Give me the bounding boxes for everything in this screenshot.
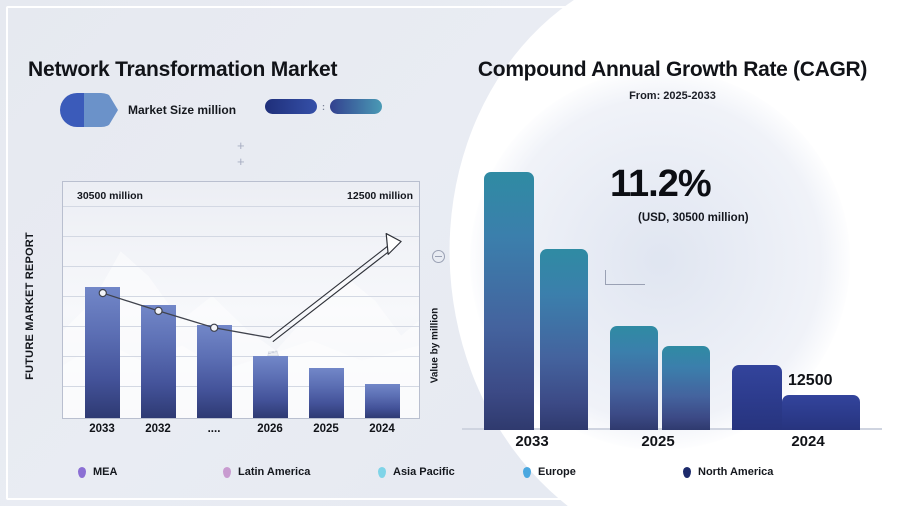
right-panel-subtitle: From: 2025-2033 xyxy=(629,90,716,102)
table-row xyxy=(540,249,588,430)
legend-item-latin-america[interactable]: Latin America xyxy=(223,466,378,478)
legend-pill-secondary xyxy=(330,99,382,114)
left-chart-max-annotation: 30500 million xyxy=(77,190,143,202)
table-row xyxy=(253,356,288,418)
right-x-tick-0: 2033 xyxy=(515,433,549,450)
x-tick-5: 2024 xyxy=(369,423,395,435)
legend-diamond-icon xyxy=(523,466,531,478)
right-panel-title: Compound Annual Growth Rate (CAGR) xyxy=(477,58,868,81)
legend-item-asia-pacific[interactable]: Asia Pacific xyxy=(378,466,523,478)
right-x-tick-2: 2024 xyxy=(791,433,825,450)
left-panel-title: Network Transformation Market xyxy=(28,58,338,81)
x-tick-4: 2025 xyxy=(313,423,339,435)
legend-item-mea[interactable]: MEA xyxy=(78,466,223,478)
legend-diamond-icon xyxy=(378,466,386,478)
left-chart-x-axis: 2033 2032 .... 2026 2025 2024 xyxy=(62,423,420,441)
legend-pill-group: : xyxy=(265,99,382,114)
legend-item-label: North America xyxy=(698,466,774,478)
table-row xyxy=(782,395,860,430)
left-y-axis-title: FUTURE MARKET REPORT xyxy=(24,232,36,380)
legend-pill-primary xyxy=(265,99,317,114)
legend-diamond-icon xyxy=(223,466,231,478)
legend-item-label: Latin America xyxy=(238,466,311,478)
legend-pill-separator: : xyxy=(322,101,325,112)
x-tick-3: 2026 xyxy=(257,423,283,435)
bar-value-label: 12500 xyxy=(788,372,833,389)
legend-item-label: Europe xyxy=(538,466,576,478)
cagr-note: (USD, 30500 million) xyxy=(638,212,749,224)
legend-item-europe[interactable]: Europe xyxy=(523,466,683,478)
legend-diamond-icon xyxy=(78,466,86,478)
x-tick-1: 2032 xyxy=(145,423,171,435)
right-chart-plot-area: 2033 2025 2024 xyxy=(462,150,882,450)
right-x-tick-1: 2025 xyxy=(641,433,675,450)
legend-item-label: Asia Pacific xyxy=(393,466,455,478)
legend-diamond-icon xyxy=(683,466,691,478)
right-y-axis-title: Value by million xyxy=(429,307,441,384)
left-chart-trend-line xyxy=(98,232,402,343)
chart-legend: MEA Latin America Asia Pacific Europe No… xyxy=(78,466,773,478)
decorative-bracket xyxy=(605,270,645,285)
legend-item-north-america[interactable]: North America xyxy=(683,466,773,478)
decorative-plus-marks: + + xyxy=(237,138,245,169)
table-row xyxy=(141,305,176,418)
table-row xyxy=(197,325,232,418)
table-row xyxy=(732,365,782,430)
x-tick-2: .... xyxy=(207,423,221,435)
cagr-value: 11.2% xyxy=(610,163,712,205)
table-row xyxy=(85,287,120,418)
table-row xyxy=(662,346,710,430)
left-chart-plot-area: 30500 million 12500 million 🗃 📊 xyxy=(62,181,420,419)
table-row xyxy=(484,172,534,430)
left-chart-bars xyxy=(63,182,419,418)
table-row xyxy=(365,384,400,418)
x-tick-0: 2033 xyxy=(89,423,115,435)
minus-circle-icon xyxy=(432,250,445,263)
two-tone-hexagon-logo-icon xyxy=(60,93,118,127)
market-size-label: Market Size million xyxy=(128,103,237,117)
left-chart-min-annotation: 12500 million xyxy=(347,190,413,202)
table-row xyxy=(610,326,658,430)
legend-item-label: MEA xyxy=(93,466,118,478)
table-row xyxy=(309,368,344,418)
brand-logo-row: Market Size million xyxy=(60,93,236,127)
